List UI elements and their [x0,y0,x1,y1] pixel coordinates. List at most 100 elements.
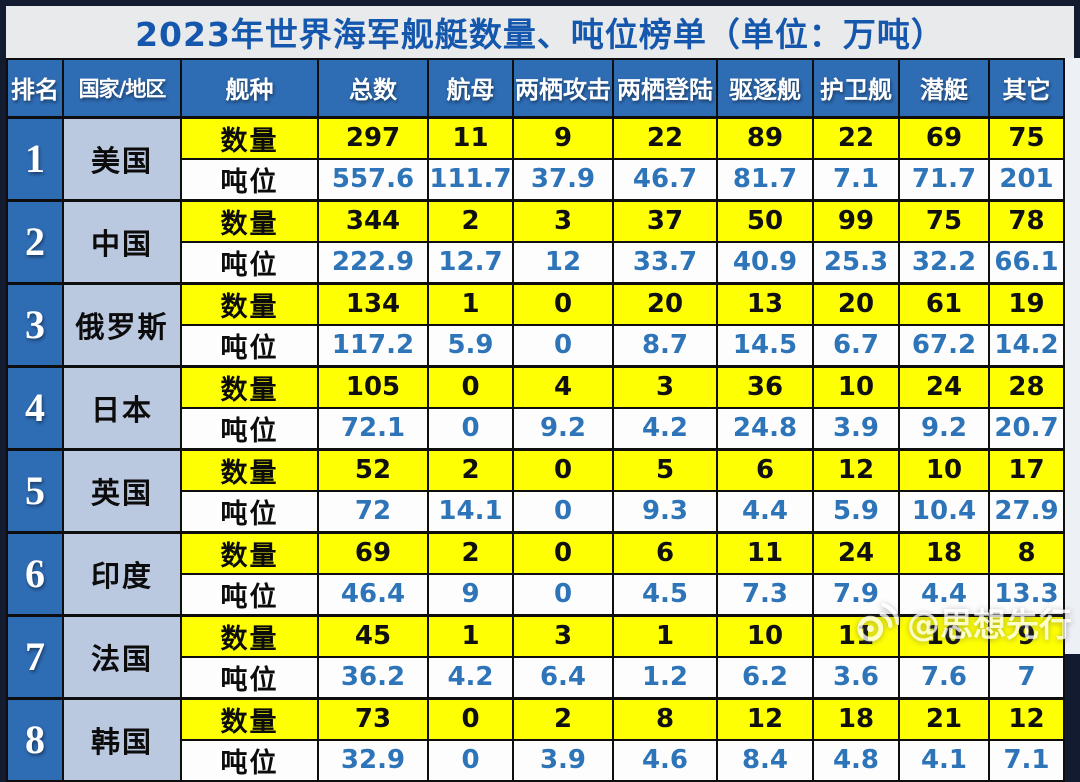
tonnage-label: 吨位 [180,655,319,699]
column-header-8: 护卫舰 [812,58,900,119]
count-value-0: 297 [317,115,429,160]
count-value-0: 73 [317,696,429,741]
rank-cell: 6 [6,530,64,616]
rank-cell: 2 [6,198,64,284]
count-label: 数量 [180,198,319,243]
tonnage-label: 吨位 [180,240,319,284]
count-value-4: 11 [716,530,814,575]
count-value-5: 24 [812,530,900,575]
count-value-7: 19 [988,281,1065,326]
tonnage-value-1: 5.9 [427,323,514,367]
count-value-2: 0 [512,530,614,575]
tonnage-value-7: 20.7 [988,406,1065,450]
count-label: 数量 [180,613,319,658]
title-bar: 2023年世界海军舰艇数量、吨位榜单（单位：万吨） [6,6,1074,58]
tonnage-value-5: 6.7 [812,323,900,367]
count-value-1: 2 [427,530,514,575]
tonnage-value-4: 7.3 [716,572,814,616]
count-value-2: 0 [512,447,614,492]
tonnage-value-1: 0 [427,406,514,450]
count-value-6: 61 [898,281,990,326]
count-value-0: 134 [317,281,429,326]
tonnage-value-5: 7.1 [812,157,900,201]
column-header-3: 总数 [317,58,429,119]
count-value-3: 37 [612,198,718,243]
tonnage-value-5: 25.3 [812,240,900,284]
rank-cell: 3 [6,281,64,367]
column-header-9: 潜艇 [898,58,990,119]
count-value-1: 0 [427,364,514,409]
count-value-0: 105 [317,364,429,409]
count-value-4: 12 [716,696,814,741]
count-row: 3 俄罗斯 数量 134 1 0 20 13 20 61 19 [6,281,1065,367]
tonnage-value-6: 10.4 [898,489,990,533]
count-value-4: 36 [716,364,814,409]
tonnage-value-0: 46.4 [317,572,429,616]
count-value-2: 4 [512,364,614,409]
count-value-5: 20 [812,281,900,326]
tonnage-value-4: 6.2 [716,655,814,699]
table-header-row: 排名 国家/地区 舰种 总数 航母 两栖攻击 两栖登陆 驱逐舰 护卫舰 潜艇 其它 [6,58,1065,119]
count-value-6: 10 [898,447,990,492]
count-value-0: 52 [317,447,429,492]
count-value-3: 6 [612,530,718,575]
tonnage-value-1: 9 [427,572,514,616]
tonnage-row: 吨位 46.4 9 0 4.5 7.3 7.9 4.4 13.3 [7,572,1065,616]
count-label: 数量 [180,364,319,409]
count-value-1: 0 [427,696,514,741]
tonnage-value-0: 117.2 [317,323,429,367]
tonnage-value-6: 67.2 [898,323,990,367]
rank-cell: 7 [6,613,64,699]
tonnage-value-5: 3.6 [812,655,900,699]
count-row: 5 英国 数量 52 2 0 5 6 12 10 17 [6,447,1065,533]
tonnage-value-7: 27.9 [988,489,1065,533]
count-value-0: 344 [317,198,429,243]
count-value-6: 69 [898,115,990,160]
country-cell: 美国 [62,115,182,201]
count-value-6: 75 [898,198,990,243]
tonnage-label: 吨位 [180,738,319,782]
count-label: 数量 [180,447,319,492]
tonnage-value-2: 3.9 [512,738,614,782]
tonnage-value-5: 3.9 [812,406,900,450]
count-value-5: 12 [812,447,900,492]
column-header-4: 航母 [427,58,514,119]
count-value-1: 11 [427,115,514,160]
tonnage-value-6: 4.4 [898,572,990,616]
tonnage-value-3: 1.2 [612,655,718,699]
country-cell: 俄罗斯 [62,281,182,367]
tonnage-value-7: 7.1 [988,738,1065,782]
country-cell: 法国 [62,613,182,699]
tonnage-value-3: 9.3 [612,489,718,533]
right-margin-strip [1063,58,1080,654]
tonnage-value-6: 7.6 [898,655,990,699]
rank-cell: 4 [6,364,64,450]
column-header-10: 其它 [988,58,1065,119]
tonnage-value-0: 32.9 [317,738,429,782]
country-cell: 印度 [62,530,182,616]
tonnage-value-6: 71.7 [898,157,990,201]
rank-cell: 8 [6,696,64,782]
tonnage-value-2: 6.4 [512,655,614,699]
tonnage-value-7: 14.2 [988,323,1065,367]
tonnage-value-2: 0 [512,323,614,367]
tonnage-row: 吨位 557.6 111.7 37.9 46.7 81.7 7.1 71.7 201 [7,157,1065,201]
tonnage-value-7: 13.3 [988,572,1065,616]
tonnage-value-3: 8.7 [612,323,718,367]
count-value-6: 10 [898,613,990,658]
tonnage-value-3: 4.6 [612,738,718,782]
country-cell: 中国 [62,198,182,284]
count-value-3: 5 [612,447,718,492]
tonnage-value-5: 5.9 [812,489,900,533]
count-label: 数量 [180,115,319,160]
tonnage-value-6: 32.2 [898,240,990,284]
count-value-7: 9 [988,613,1065,658]
count-value-5: 10 [812,364,900,409]
tonnage-value-1: 14.1 [427,489,514,533]
count-row: 2 中国 数量 344 2 3 37 50 99 75 78 [6,198,1065,284]
column-header-5: 两栖攻击 [512,58,614,119]
rank-cell: 1 [6,115,64,201]
count-value-2: 3 [512,613,614,658]
count-value-5: 11 [812,613,900,658]
tonnage-value-1: 111.7 [427,157,514,201]
